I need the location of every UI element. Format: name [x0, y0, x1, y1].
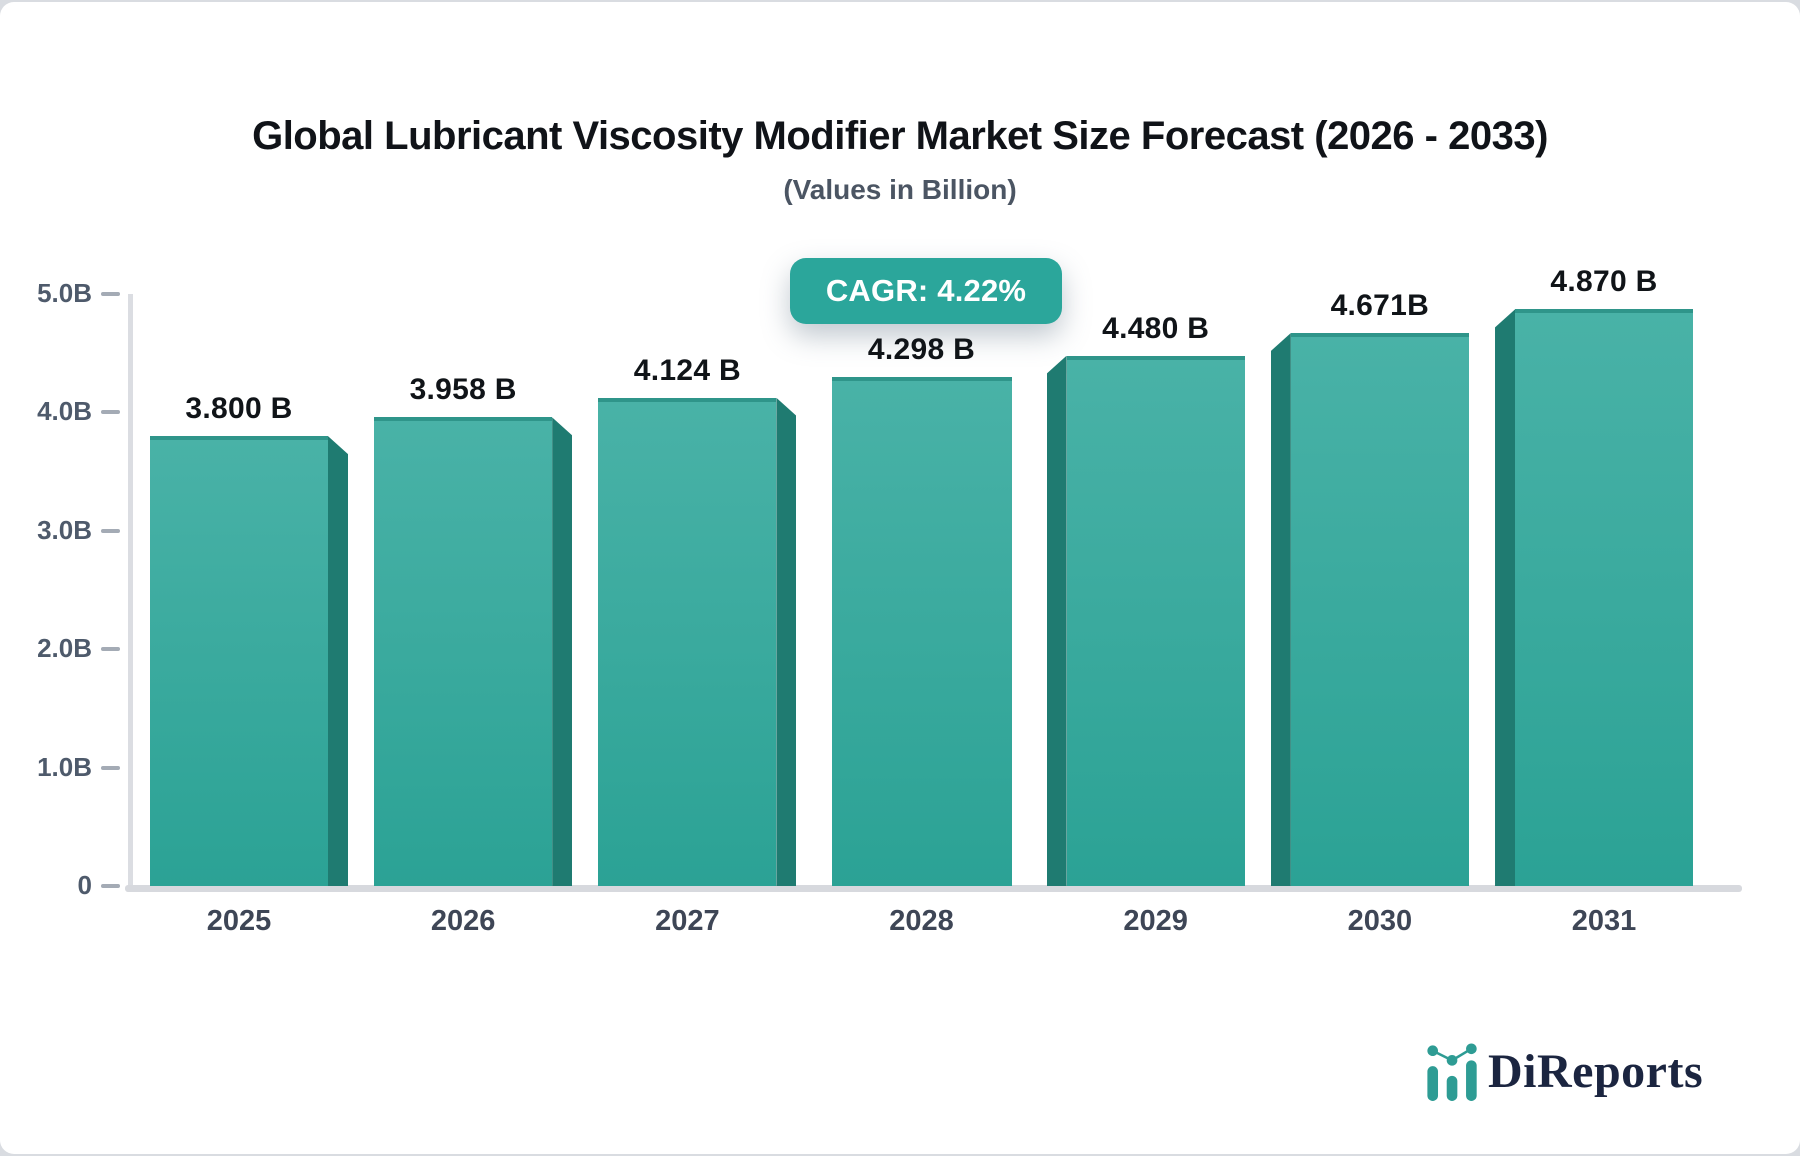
- y-tick-dash: [101, 884, 120, 888]
- cagr-badge-label: CAGR: 4.22%: [825, 273, 1027, 308]
- x-tick-label: 2025: [206, 905, 272, 937]
- y-tick-label: 0: [77, 870, 92, 900]
- y-tick-dash: [101, 647, 120, 652]
- bar-2030: [1290, 332, 1469, 886]
- bar-value-label: 4.124 B: [633, 353, 741, 387]
- y-tick-label: 2.0B: [37, 633, 92, 664]
- chart-title: Global Lubricant Viscosity Modifier Mark…: [252, 114, 1548, 158]
- bar-value-label: 3.800 B: [185, 392, 293, 426]
- x-tick-label: 2030: [1347, 905, 1413, 937]
- cagr-badge: CAGR: 4.22%: [790, 258, 1062, 324]
- bar-value-label: 3.958 B: [409, 373, 517, 407]
- chart-subtitle: (Values in Billion): [783, 174, 1017, 205]
- bar-2029: [1066, 355, 1245, 886]
- bar-side-panel: [1270, 332, 1291, 886]
- y-tick-dash: [101, 410, 120, 415]
- x-tick-label: 2027: [655, 905, 720, 937]
- bar-2025: [150, 436, 328, 886]
- x-axis-line: [125, 885, 1742, 892]
- y-tick-dash: [101, 765, 120, 770]
- bar-chart-logo-icon: [1427, 1043, 1477, 1101]
- bar-side-panel: [328, 436, 348, 886]
- bar-side-panel: [1046, 355, 1067, 886]
- x-tick-label: 2028: [889, 905, 954, 937]
- bar-side-panel: [1495, 309, 1516, 886]
- y-tick-dash: [101, 292, 120, 296]
- brand-name: DiReports: [1488, 1044, 1704, 1098]
- bar-side-panel: [552, 417, 573, 886]
- y-tick-dash: [101, 528, 120, 533]
- y-tick-label: 3.0B: [37, 514, 92, 545]
- x-tick-label: 2026: [430, 905, 496, 937]
- bar-2028: [831, 377, 1012, 886]
- x-tick-label: 2029: [1123, 905, 1188, 937]
- bar-side-panel: [776, 397, 797, 886]
- y-tick-label: 5.0B: [37, 278, 92, 308]
- y-axis-line: [128, 294, 133, 886]
- bar-value-label: 4.671B: [1330, 288, 1430, 322]
- brand-logo: DiReports: [1424, 1034, 1703, 1108]
- x-tick-label: 2031: [1571, 905, 1637, 937]
- bar-value-label: 4.298 B: [867, 333, 976, 367]
- bar-2031: [1515, 309, 1694, 886]
- bar-value-label: 4.480 B: [1102, 311, 1210, 345]
- y-tick-label: 1.0B: [37, 751, 92, 782]
- bar-2026: [374, 417, 553, 886]
- y-tick-label: 4.0B: [37, 396, 92, 427]
- bar-value-label: 4.870 B: [1550, 265, 1658, 299]
- bar-2027: [598, 397, 777, 886]
